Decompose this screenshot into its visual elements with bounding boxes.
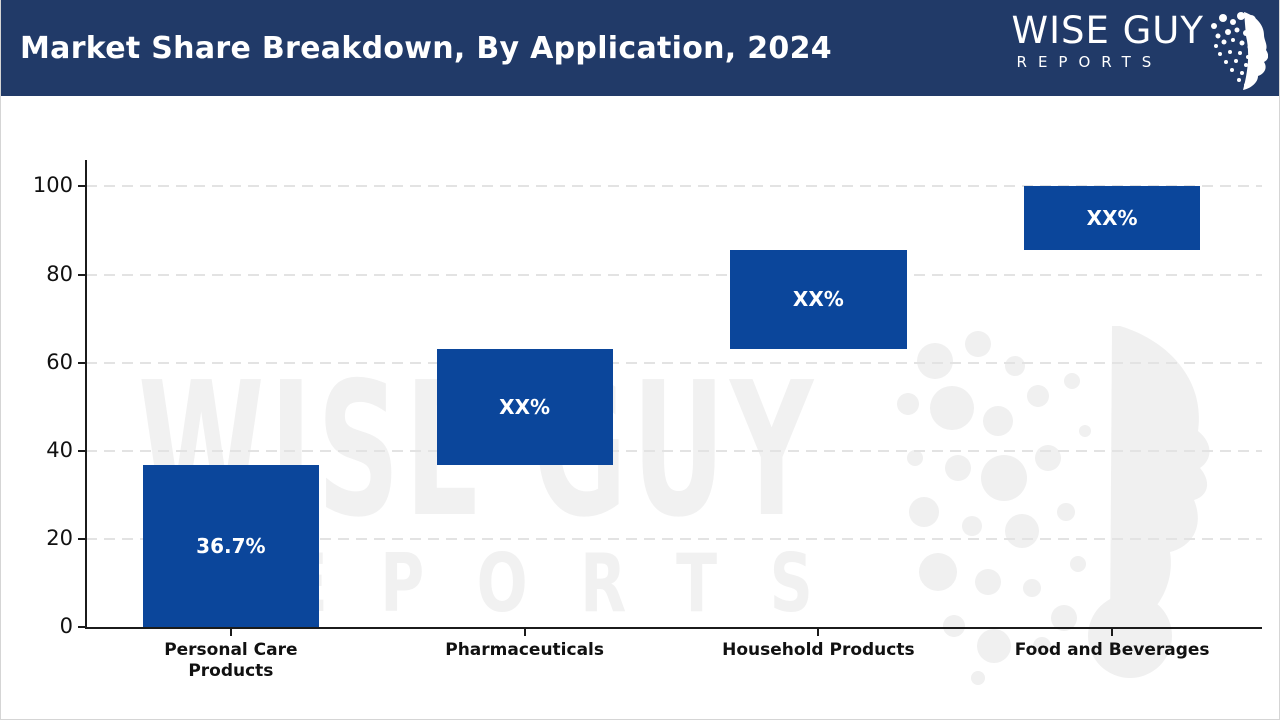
y-axis-tick-label: 40 <box>46 437 73 462</box>
x-axis-line <box>85 627 1262 629</box>
gridline-80 <box>86 273 1262 276</box>
bar-pharmaceuticals: XX% <box>436 348 613 466</box>
x-axis-category-label: Personal Care Products <box>164 640 298 682</box>
x-axis-tick <box>523 629 526 636</box>
x-axis-category-label: Household Products <box>722 640 915 660</box>
x-axis-tick <box>1111 629 1114 636</box>
header-bar: Market Share Breakdown, By Application, … <box>0 0 1280 96</box>
bar-personal-care-products: 36.7% <box>142 465 319 627</box>
x-axis-tick <box>817 629 820 636</box>
bar-value-label: 36.7% <box>196 534 266 559</box>
y-axis-line <box>85 160 87 629</box>
logo-wordmark: WISE GUY <box>1011 9 1204 52</box>
y-axis-tick <box>78 537 86 540</box>
y-axis-tick-label: 60 <box>46 349 73 374</box>
logo-subtitle: REPORTS <box>1016 52 1163 71</box>
bar-value-label: XX% <box>792 287 844 312</box>
y-axis-tick-label: 100 <box>32 173 73 198</box>
gridline-60 <box>86 361 1262 364</box>
bar-food-and-beverages: XX% <box>1024 186 1201 250</box>
page-title: Market Share Breakdown, By Application, … <box>20 30 832 66</box>
gridline-20 <box>86 537 1262 540</box>
y-axis-tick <box>78 361 86 364</box>
y-axis-tick <box>78 185 86 188</box>
logo-face-icon <box>1211 12 1268 90</box>
y-axis-tick <box>78 449 86 452</box>
y-axis-tick <box>78 626 86 628</box>
bar-value-label: XX% <box>1086 206 1138 231</box>
y-axis-tick-label: 0 <box>59 614 73 638</box>
logo: WISE GUY REPORTS <box>1011 9 1268 90</box>
y-axis-tick <box>78 273 86 276</box>
bar-value-label: XX% <box>499 394 551 419</box>
gridline-100 <box>86 185 1262 188</box>
bar-household-products: XX% <box>730 249 907 349</box>
gridline-40 <box>86 449 1262 452</box>
x-axis-category-label: Food and Beverages <box>1014 640 1210 660</box>
y-axis-tick-label: 80 <box>46 261 73 286</box>
x-axis-tick <box>229 629 232 636</box>
y-axis-tick-label: 20 <box>46 525 73 550</box>
x-axis-category-label: Pharmaceuticals <box>445 640 604 660</box>
